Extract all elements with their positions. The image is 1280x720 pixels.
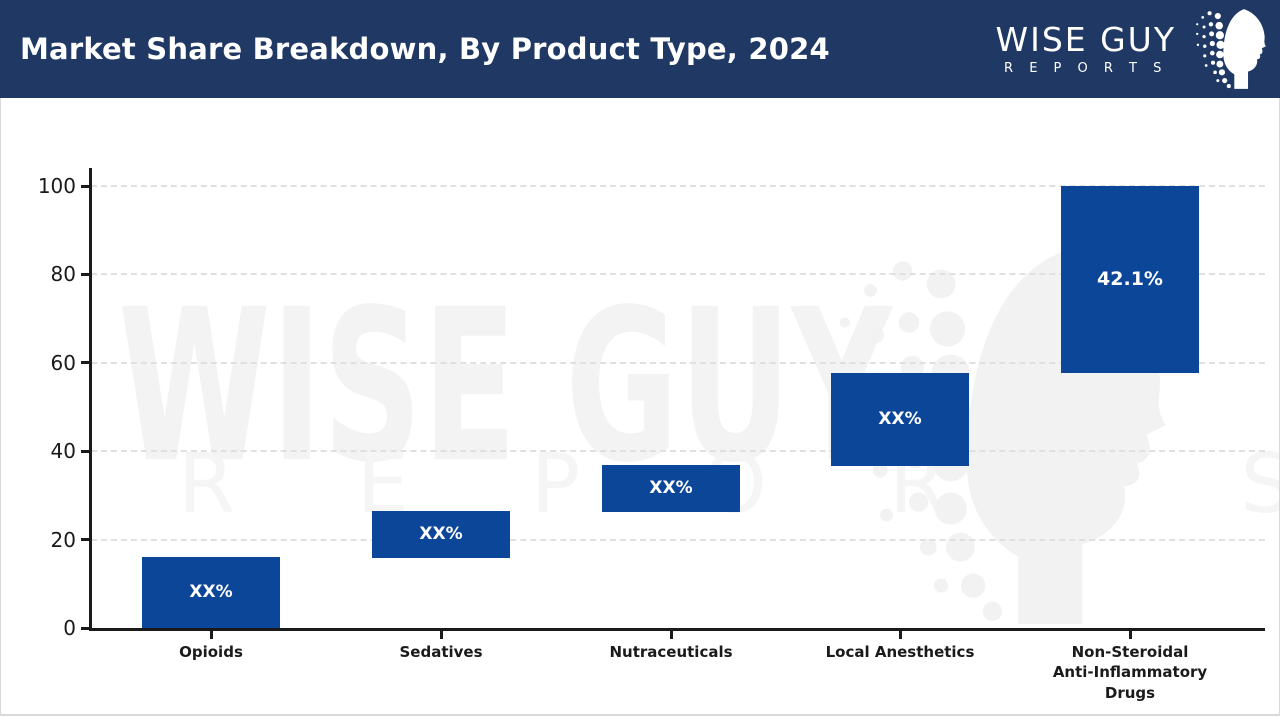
y-tick [81,449,89,453]
y-tick [81,538,89,542]
y-tick-label: 60 [50,350,76,375]
logo-face-icon [1196,9,1266,89]
x-tick [669,631,673,639]
x-tick-label: Opioids [179,643,243,661]
bar: XX% [602,464,740,512]
gridline [91,185,1265,187]
bar: XX% [372,510,510,558]
x-tick-label: Sedatives [399,643,483,661]
gridline [91,361,1265,364]
header: Market Share Breakdown, By Product Type,… [0,0,1280,98]
bar-label: XX% [189,582,233,603]
y-tick-label: 100 [37,174,76,198]
y-tick-label: 80 [50,262,76,287]
page-title: Market Share Breakdown, By Product Type,… [20,32,830,66]
y-tick-label: 0 [63,616,76,640]
y-tick [81,272,89,276]
y-tick [81,626,89,630]
bar-label: 42.1% [1097,268,1163,291]
watermark-wordmark: WISE GUY [118,264,892,509]
logo-subtext: R E P O R T S [1004,61,1168,76]
bar-label: XX% [649,478,693,499]
y-tick-label: 20 [50,527,76,552]
x-tick [439,631,443,639]
x-tick [898,631,902,639]
bar: XX% [142,556,280,628]
x-tick [1128,631,1132,639]
bar: 42.1% [1061,186,1199,373]
y-tick [81,184,89,188]
x-axis-spine [89,628,1265,631]
x-tick [209,631,213,639]
y-tick [81,361,89,365]
bar-label: XX% [878,409,922,430]
y-axis-spine [89,168,92,631]
bottom-divider [0,714,1280,716]
logo-text: WISE GUY R E P O R T S [995,23,1176,75]
y-tick-label: 40 [50,439,76,464]
x-tick-label: Non-Steroidal Anti-Inflammatory Drugs [1052,643,1208,702]
bar: XX% [831,372,969,466]
x-tick-label: Nutraceuticals [609,643,733,661]
logo-wordmark: WISE GUY [995,20,1176,59]
left-edge [0,98,1,716]
gridline [91,273,1265,276]
logo: WISE GUY R E P O R T S [995,5,1270,93]
x-tick-label: Local Anesthetics [825,643,975,661]
gridline [91,538,1265,541]
gridline [91,450,1265,453]
bar-label: XX% [419,524,463,545]
